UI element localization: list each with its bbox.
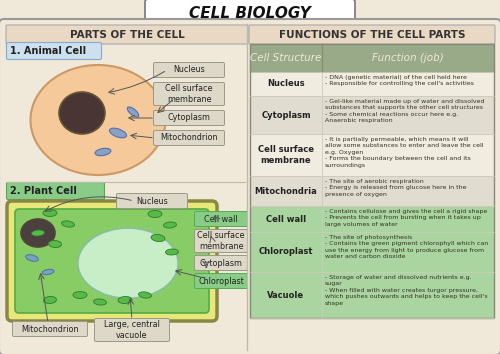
- Ellipse shape: [110, 128, 126, 138]
- FancyBboxPatch shape: [145, 0, 355, 25]
- Text: Mitochondria: Mitochondria: [254, 187, 318, 195]
- Text: Cell surface
membrane: Cell surface membrane: [258, 145, 314, 165]
- Text: Cell surface
membrane: Cell surface membrane: [197, 231, 245, 251]
- Text: Cell Structure: Cell Structure: [250, 53, 322, 63]
- Ellipse shape: [26, 255, 38, 261]
- Text: FUNCTIONS OF THE CELL PARTS: FUNCTIONS OF THE CELL PARTS: [279, 30, 465, 40]
- FancyBboxPatch shape: [12, 321, 88, 337]
- Ellipse shape: [148, 211, 162, 217]
- Ellipse shape: [30, 65, 166, 175]
- Ellipse shape: [166, 249, 178, 255]
- Ellipse shape: [43, 210, 57, 217]
- FancyBboxPatch shape: [194, 256, 248, 270]
- Ellipse shape: [78, 228, 178, 298]
- Text: - The site of photosynthesis
- Contains the green pigment chlorophyll which can
: - The site of photosynthesis - Contains …: [325, 235, 488, 259]
- FancyBboxPatch shape: [6, 183, 104, 200]
- Ellipse shape: [138, 292, 151, 298]
- Text: Chloroplast: Chloroplast: [259, 247, 313, 257]
- Ellipse shape: [44, 296, 57, 303]
- Text: Nucleus: Nucleus: [267, 80, 305, 88]
- Ellipse shape: [164, 222, 176, 228]
- Text: 2. Plant Cell: 2. Plant Cell: [10, 187, 77, 196]
- FancyBboxPatch shape: [250, 72, 494, 96]
- FancyBboxPatch shape: [94, 319, 170, 342]
- FancyBboxPatch shape: [6, 42, 102, 59]
- Text: - It is partially permeable, which means it will
allow some substances to enter : - It is partially permeable, which means…: [325, 137, 484, 167]
- Ellipse shape: [95, 148, 111, 156]
- Text: Vacuole: Vacuole: [268, 291, 304, 299]
- Ellipse shape: [32, 230, 44, 236]
- FancyBboxPatch shape: [250, 96, 494, 134]
- Text: Nucleus: Nucleus: [173, 65, 205, 74]
- FancyBboxPatch shape: [154, 131, 224, 145]
- FancyBboxPatch shape: [194, 211, 248, 227]
- Text: Cytoplasm: Cytoplasm: [168, 114, 210, 122]
- FancyBboxPatch shape: [154, 110, 224, 126]
- Ellipse shape: [128, 107, 138, 117]
- Ellipse shape: [151, 234, 165, 241]
- Ellipse shape: [94, 299, 106, 305]
- Text: CELL BIOLOGY: CELL BIOLOGY: [189, 6, 311, 21]
- Text: PARTS OF THE CELL: PARTS OF THE CELL: [70, 30, 184, 40]
- FancyBboxPatch shape: [250, 176, 494, 206]
- Text: Chloroplast: Chloroplast: [198, 276, 244, 285]
- Text: - Storage of water and dissolved nutrients e.g.
sugar
- When filled with water c: - Storage of water and dissolved nutrien…: [325, 275, 488, 306]
- Text: Mitochondrion: Mitochondrion: [160, 133, 218, 143]
- Text: - Contains cellulose and gives the cell a rigid shape
- Prevents the cell from b: - Contains cellulose and gives the cell …: [325, 209, 487, 227]
- Text: 1. Animal Cell: 1. Animal Cell: [10, 46, 86, 57]
- Text: - DNA (genetic material) of the cell held here
- Responsible for controlling the: - DNA (genetic material) of the cell hel…: [325, 75, 474, 86]
- FancyBboxPatch shape: [250, 272, 494, 318]
- Ellipse shape: [62, 221, 74, 227]
- Ellipse shape: [42, 269, 54, 275]
- Ellipse shape: [59, 92, 105, 134]
- FancyBboxPatch shape: [250, 206, 494, 232]
- FancyBboxPatch shape: [194, 229, 248, 252]
- Text: Mitochondrion: Mitochondrion: [21, 325, 79, 333]
- FancyBboxPatch shape: [6, 25, 248, 44]
- FancyBboxPatch shape: [250, 232, 494, 272]
- Ellipse shape: [73, 291, 87, 298]
- FancyBboxPatch shape: [7, 201, 217, 321]
- FancyBboxPatch shape: [154, 82, 224, 105]
- Text: Nucleus: Nucleus: [136, 196, 168, 206]
- FancyBboxPatch shape: [250, 134, 494, 176]
- FancyBboxPatch shape: [154, 63, 224, 78]
- Text: Function (job): Function (job): [372, 53, 444, 63]
- FancyBboxPatch shape: [194, 274, 248, 289]
- Ellipse shape: [48, 240, 62, 247]
- FancyBboxPatch shape: [250, 44, 494, 72]
- FancyBboxPatch shape: [15, 209, 209, 313]
- Text: Large, central
vacuole: Large, central vacuole: [104, 320, 160, 340]
- Text: Cell wall: Cell wall: [266, 215, 306, 223]
- Text: - Gel-like material made up of water and dissolved
substances that supports the : - Gel-like material made up of water and…: [325, 99, 484, 123]
- Ellipse shape: [21, 219, 55, 247]
- Text: Cell wall: Cell wall: [204, 215, 238, 223]
- Text: Cell surface
membrane: Cell surface membrane: [165, 84, 213, 104]
- Ellipse shape: [118, 297, 132, 303]
- FancyBboxPatch shape: [249, 25, 495, 44]
- FancyBboxPatch shape: [0, 19, 500, 354]
- FancyBboxPatch shape: [116, 194, 188, 209]
- Text: Cytoplasm: Cytoplasm: [261, 110, 311, 120]
- Text: - The site of aerobic respiration
- Energy is released from glucose here in the
: - The site of aerobic respiration - Ener…: [325, 179, 466, 197]
- Text: Cytoplasm: Cytoplasm: [200, 258, 242, 268]
